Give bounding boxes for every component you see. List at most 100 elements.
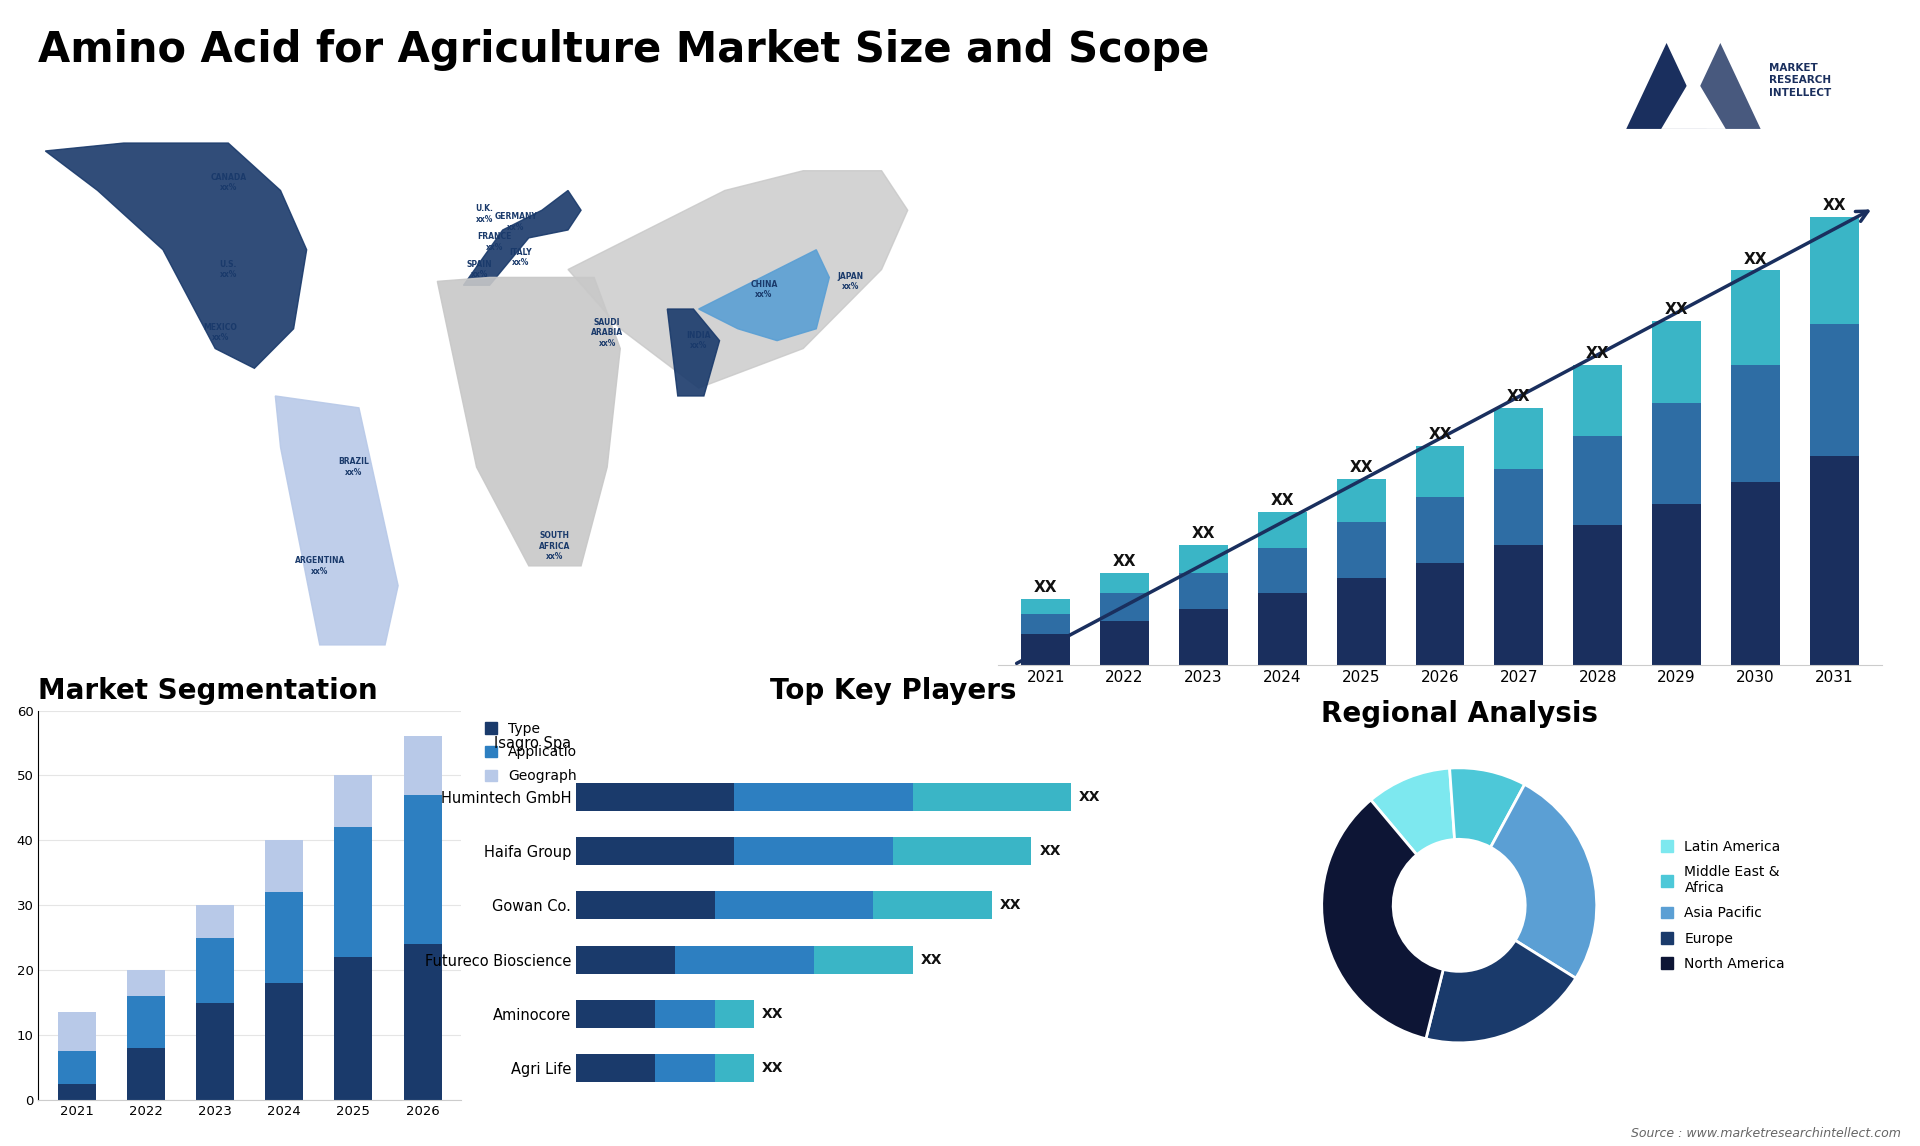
Bar bbox=[576, 945, 676, 974]
Text: INDIA
xx%: INDIA xx% bbox=[687, 331, 710, 351]
Wedge shape bbox=[1321, 800, 1444, 1038]
Title: Regional Analysis: Regional Analysis bbox=[1321, 700, 1597, 729]
Bar bbox=[265, 840, 303, 893]
Bar bbox=[1336, 479, 1386, 523]
Polygon shape bbox=[1661, 74, 1726, 128]
Bar bbox=[334, 776, 372, 827]
Bar bbox=[655, 1054, 714, 1083]
Polygon shape bbox=[1680, 44, 1761, 128]
Bar bbox=[265, 893, 303, 983]
Bar bbox=[1021, 598, 1069, 614]
Text: U.S.
xx%: U.S. xx% bbox=[219, 260, 236, 280]
Bar bbox=[714, 892, 874, 919]
Bar bbox=[1732, 364, 1780, 481]
Bar bbox=[1179, 609, 1229, 665]
Bar bbox=[127, 971, 165, 996]
Text: MARKET
RESEARCH
INTELLECT: MARKET RESEARCH INTELLECT bbox=[1768, 63, 1832, 97]
Text: XX: XX bbox=[1035, 580, 1058, 595]
Text: MEXICO
xx%: MEXICO xx% bbox=[204, 323, 238, 343]
Bar bbox=[1651, 504, 1701, 665]
Bar bbox=[1651, 402, 1701, 504]
Text: XX: XX bbox=[762, 1007, 783, 1021]
Bar bbox=[196, 1003, 234, 1100]
Bar bbox=[1494, 408, 1544, 469]
Bar bbox=[714, 1054, 755, 1083]
Bar bbox=[58, 1052, 96, 1084]
Text: ARGENTINA
xx%: ARGENTINA xx% bbox=[294, 556, 346, 575]
Text: CHINA
xx%: CHINA xx% bbox=[751, 280, 778, 299]
Bar bbox=[714, 999, 755, 1028]
Bar bbox=[1179, 545, 1229, 573]
Bar bbox=[1494, 469, 1544, 545]
Bar bbox=[576, 783, 733, 811]
Polygon shape bbox=[1626, 44, 1707, 128]
Text: XX: XX bbox=[1000, 898, 1021, 912]
Text: ITALY
xx%: ITALY xx% bbox=[509, 248, 532, 267]
Bar bbox=[127, 1049, 165, 1100]
Bar bbox=[58, 1013, 96, 1052]
Text: JAPAN
xx%: JAPAN xx% bbox=[837, 272, 864, 291]
Bar bbox=[1336, 579, 1386, 665]
Bar bbox=[334, 827, 372, 957]
Text: CANADA
xx%: CANADA xx% bbox=[209, 173, 246, 193]
Polygon shape bbox=[463, 190, 582, 285]
Text: XX: XX bbox=[1350, 461, 1373, 476]
Polygon shape bbox=[46, 143, 307, 368]
Text: SPAIN
xx%: SPAIN xx% bbox=[467, 260, 492, 280]
Text: Source : www.marketresearchintellect.com: Source : www.marketresearchintellect.com bbox=[1630, 1128, 1901, 1140]
Text: GERMANY
xx%: GERMANY xx% bbox=[493, 212, 538, 231]
Bar bbox=[403, 737, 442, 795]
Text: XX: XX bbox=[1428, 427, 1452, 442]
Bar bbox=[676, 945, 814, 974]
Text: U.K.
xx%: U.K. xx% bbox=[476, 204, 493, 223]
Bar bbox=[127, 996, 165, 1049]
Polygon shape bbox=[568, 171, 908, 388]
Bar bbox=[1572, 364, 1622, 435]
Polygon shape bbox=[668, 309, 720, 397]
Wedge shape bbox=[1371, 768, 1455, 855]
Polygon shape bbox=[438, 277, 620, 566]
Bar bbox=[334, 957, 372, 1100]
Bar bbox=[1732, 481, 1780, 665]
Text: XX: XX bbox=[1114, 555, 1137, 570]
Bar bbox=[576, 999, 655, 1028]
Bar bbox=[265, 983, 303, 1100]
Text: Amino Acid for Agriculture Market Size and Scope: Amino Acid for Agriculture Market Size a… bbox=[38, 29, 1210, 71]
Text: XX: XX bbox=[1271, 493, 1294, 509]
Text: XX: XX bbox=[1192, 526, 1215, 541]
Bar bbox=[196, 905, 234, 937]
Bar bbox=[814, 945, 912, 974]
Bar bbox=[733, 783, 912, 811]
Bar bbox=[403, 944, 442, 1100]
Bar bbox=[1100, 573, 1148, 594]
Bar bbox=[893, 837, 1031, 865]
Bar bbox=[403, 795, 442, 944]
Text: XX: XX bbox=[762, 1061, 783, 1075]
Bar bbox=[912, 783, 1071, 811]
Bar bbox=[1336, 523, 1386, 579]
Polygon shape bbox=[699, 250, 829, 340]
Polygon shape bbox=[275, 397, 397, 645]
Bar bbox=[1021, 634, 1069, 665]
Bar bbox=[1415, 497, 1465, 563]
Wedge shape bbox=[1427, 941, 1576, 1043]
Bar bbox=[1415, 446, 1465, 497]
Bar bbox=[58, 1084, 96, 1100]
Text: XX: XX bbox=[1039, 843, 1062, 858]
Text: Market Segmentation: Market Segmentation bbox=[38, 677, 378, 706]
Bar bbox=[733, 837, 893, 865]
Text: XX: XX bbox=[1507, 388, 1530, 405]
Text: FRANCE
xx%: FRANCE xx% bbox=[478, 233, 513, 251]
Bar bbox=[1100, 594, 1148, 621]
Bar bbox=[1258, 512, 1308, 548]
Bar bbox=[1572, 435, 1622, 525]
Bar bbox=[576, 892, 714, 919]
Bar bbox=[1811, 217, 1859, 324]
Bar bbox=[576, 1054, 655, 1083]
Wedge shape bbox=[1450, 768, 1524, 847]
Text: XX: XX bbox=[1822, 198, 1845, 213]
Wedge shape bbox=[1490, 784, 1597, 979]
Bar bbox=[1811, 456, 1859, 665]
Bar bbox=[1021, 614, 1069, 634]
Text: SAUDI
ARABIA
xx%: SAUDI ARABIA xx% bbox=[591, 317, 624, 347]
